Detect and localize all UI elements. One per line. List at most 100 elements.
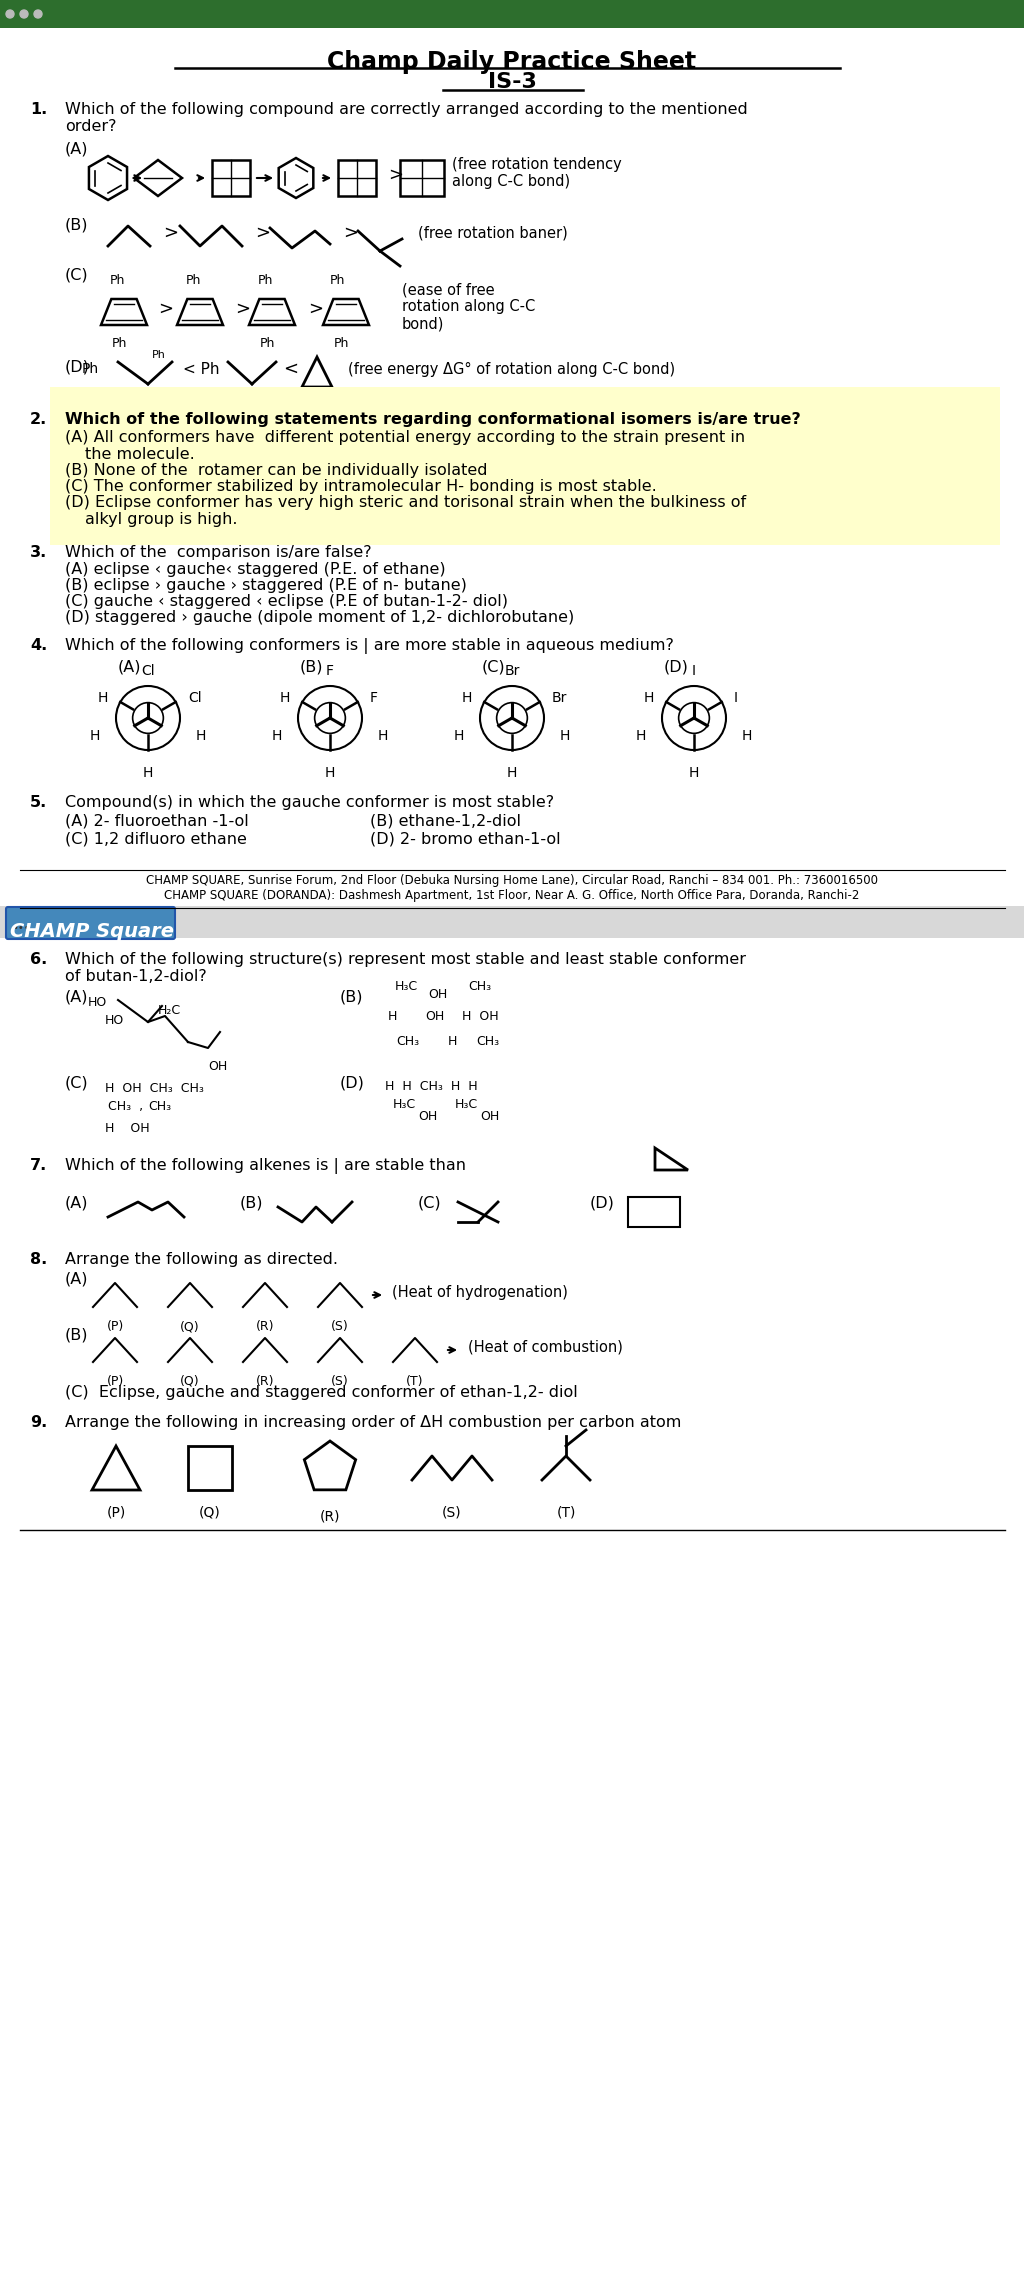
Circle shape — [6, 9, 14, 18]
Circle shape — [497, 703, 527, 733]
Text: (T): (T) — [556, 1506, 575, 1520]
Text: (A): (A) — [65, 1194, 88, 1210]
Text: 4.: 4. — [30, 637, 47, 653]
Text: H₃C: H₃C — [393, 1099, 416, 1110]
Text: H: H — [636, 728, 646, 744]
Text: CH₃: CH₃ — [476, 1035, 499, 1049]
Text: H: H — [388, 1010, 397, 1024]
Text: >: > — [163, 223, 178, 241]
Text: (Heat of hydrogenation): (Heat of hydrogenation) — [392, 1285, 568, 1299]
Text: Which of the following conformers is | are more stable in aqueous medium?: Which of the following conformers is | a… — [65, 637, 674, 653]
Text: H  OH: H OH — [462, 1010, 499, 1024]
Text: (B) eclipse › gauche › staggered (P.E of n- butane): (B) eclipse › gauche › staggered (P.E of… — [65, 578, 467, 594]
Circle shape — [20, 9, 28, 18]
Text: H: H — [97, 692, 108, 705]
Text: 8.: 8. — [30, 1251, 47, 1267]
Text: (R): (R) — [256, 1320, 274, 1333]
Text: < Ph: < Ph — [183, 362, 219, 375]
Text: (S): (S) — [442, 1506, 462, 1520]
Text: (R): (R) — [256, 1374, 274, 1388]
Text: Cl: Cl — [188, 692, 202, 705]
Text: (D): (D) — [65, 359, 90, 375]
Text: (R): (R) — [319, 1511, 340, 1524]
Text: (D) Eclipse conformer has very high steric and torisonal strain when the bulkine: (D) Eclipse conformer has very high ster… — [65, 496, 746, 510]
Text: Ph: Ph — [112, 337, 127, 350]
Text: H    OH: H OH — [105, 1122, 150, 1135]
Text: Which of the following statements regarding conformational isomers is/are true?: Which of the following statements regard… — [65, 412, 801, 428]
Text: H₃C: H₃C — [395, 981, 418, 992]
Text: OH: OH — [208, 1060, 227, 1074]
Text: Ph: Ph — [110, 273, 125, 287]
FancyBboxPatch shape — [6, 908, 175, 940]
Text: H: H — [560, 728, 570, 744]
Text: (C) The conformer stabilized by intramolecular H- bonding is most stable.: (C) The conformer stabilized by intramol… — [65, 480, 656, 494]
Text: (C)  Eclipse, gauche and staggered conformer of ethan-1,2- diol: (C) Eclipse, gauche and staggered confor… — [65, 1385, 578, 1399]
Text: CHAMP SQUARE, Sunrise Forum, 2nd Floor (Debuka Nursing Home Lane), Circular Road: CHAMP SQUARE, Sunrise Forum, 2nd Floor (… — [146, 874, 878, 901]
Text: H: H — [507, 767, 517, 780]
Text: •••: ••• — [12, 924, 30, 933]
Text: Ph: Ph — [186, 273, 202, 287]
Text: (C) gauche ‹ staggered ‹ eclipse (P.E of butan-1-2- diol): (C) gauche ‹ staggered ‹ eclipse (P.E of… — [65, 594, 508, 610]
Text: Br: Br — [552, 692, 567, 705]
Text: (P): (P) — [106, 1374, 124, 1388]
Text: (C): (C) — [65, 268, 89, 282]
Text: >: > — [388, 166, 403, 184]
Text: OH: OH — [480, 1110, 500, 1124]
Text: (A): (A) — [65, 990, 88, 1006]
Text: (B): (B) — [65, 218, 88, 232]
Circle shape — [679, 703, 710, 733]
Text: H: H — [742, 728, 753, 744]
Circle shape — [34, 9, 42, 18]
Text: (B) None of the  rotamer can be individually isolated: (B) None of the rotamer can be individua… — [65, 464, 487, 478]
Text: (P): (P) — [106, 1506, 126, 1520]
FancyBboxPatch shape — [0, 905, 1024, 937]
Text: H: H — [90, 728, 100, 744]
Text: Br: Br — [504, 664, 520, 678]
Text: <: < — [283, 359, 298, 378]
Text: Arrange the following as directed.: Arrange the following as directed. — [65, 1251, 338, 1267]
Text: (C): (C) — [418, 1194, 441, 1210]
Text: (C): (C) — [482, 660, 506, 676]
Text: (A): (A) — [65, 141, 88, 157]
Text: 9.: 9. — [30, 1415, 47, 1431]
Text: I: I — [734, 692, 738, 705]
Text: H  H  CH₃  H  H: H H CH₃ H H — [385, 1081, 477, 1092]
Circle shape — [133, 703, 164, 733]
Text: (D): (D) — [664, 660, 689, 676]
Text: Ph: Ph — [152, 350, 166, 359]
Text: Arrange the following in increasing order of ΔH combustion per carbon atom: Arrange the following in increasing orde… — [65, 1415, 681, 1431]
Text: >: > — [308, 300, 323, 318]
Text: the molecule.: the molecule. — [85, 446, 195, 462]
Text: (D): (D) — [340, 1076, 365, 1090]
Text: (B): (B) — [300, 660, 324, 676]
Text: H: H — [689, 767, 699, 780]
Text: H₃C: H₃C — [455, 1099, 478, 1110]
Text: OH: OH — [428, 987, 447, 1001]
Text: HO: HO — [105, 1015, 124, 1026]
Text: Which of the following structure(s) represent most stable and least stable confo: Which of the following structure(s) repr… — [65, 951, 746, 967]
Text: Compound(s) in which the gauche conformer is most stable?: Compound(s) in which the gauche conforme… — [65, 794, 554, 810]
Text: H  OH  CH₃  CH₃: H OH CH₃ CH₃ — [105, 1083, 204, 1094]
Text: CH₃  ,: CH₃ , — [108, 1101, 143, 1112]
Text: CH₃: CH₃ — [468, 981, 492, 992]
Text: Which of the following alkenes is | are stable than: Which of the following alkenes is | are … — [65, 1158, 466, 1174]
Text: 2.: 2. — [30, 412, 47, 428]
Text: (Q): (Q) — [180, 1320, 200, 1333]
Text: 3.: 3. — [30, 546, 47, 560]
Text: (S): (S) — [331, 1374, 349, 1388]
Text: H: H — [325, 767, 335, 780]
Text: H: H — [449, 1035, 458, 1049]
Text: (A): (A) — [65, 1272, 88, 1288]
Text: OH: OH — [418, 1110, 437, 1124]
Text: H: H — [462, 692, 472, 705]
Text: 1.: 1. — [30, 102, 47, 116]
Text: H: H — [196, 728, 207, 744]
Text: (C): (C) — [65, 1076, 89, 1090]
Text: (A) eclipse ‹ gauche‹ staggered (P.E. of ethane): (A) eclipse ‹ gauche‹ staggered (P.E. of… — [65, 562, 445, 578]
Text: H: H — [271, 728, 282, 744]
Text: (D): (D) — [590, 1194, 614, 1210]
Text: >: > — [343, 223, 358, 241]
Text: F: F — [326, 664, 334, 678]
Text: OH: OH — [425, 1010, 444, 1024]
Text: Ph: Ph — [260, 337, 275, 350]
